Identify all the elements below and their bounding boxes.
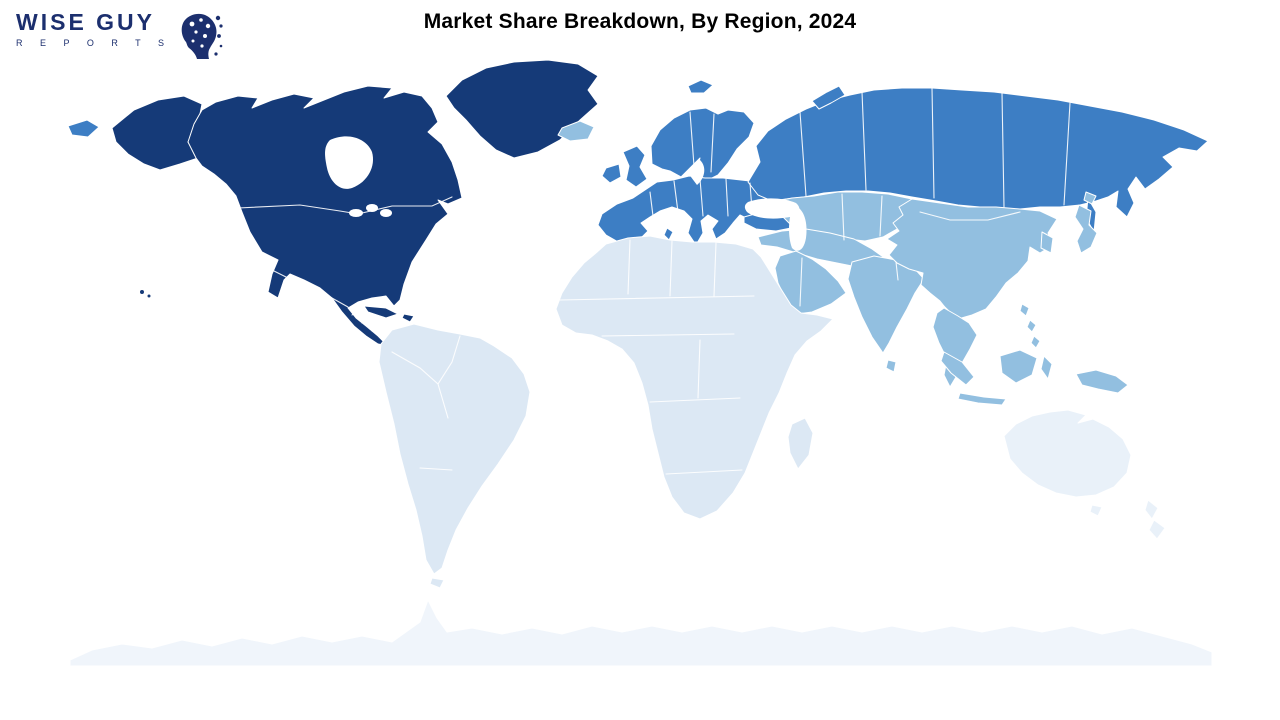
region-group-antarctica: [69, 599, 1213, 667]
border-arabia: [799, 257, 803, 307]
black-sea: [744, 198, 800, 219]
island-new-guinea: [1075, 369, 1129, 394]
logo-subtitle: R E P O R T S: [16, 38, 172, 49]
island-new-zealand-south: [1148, 519, 1166, 540]
region-group-europe: [597, 79, 802, 256]
logo-text: WISE GUY R E P O R T S: [16, 9, 172, 49]
landmass-greenland: [445, 59, 599, 159]
dotted-head-icon: [174, 10, 224, 62]
island-cuba: [363, 305, 399, 319]
border-us-canada: [237, 196, 453, 215]
island-novaya-zemlya: [811, 85, 846, 110]
landmass-north-america-mainland: [187, 85, 463, 347]
border-mongolia: [919, 211, 1021, 221]
island-hawaii: [139, 289, 145, 295]
landmass-scandinavia: [650, 107, 755, 182]
baltic-sea: [691, 160, 705, 185]
island-hispaniola: [401, 313, 415, 323]
logo-wordmark: WISE GUY: [16, 9, 156, 35]
border-us-mexico: [271, 269, 349, 308]
landmass-arabian-peninsula: [774, 250, 847, 315]
island-great-britain: [622, 145, 648, 188]
landmass-chukotka-west-fragment: [67, 119, 100, 138]
island-philippines-1: [1019, 303, 1030, 317]
island-tierra-del-fuego: [429, 577, 445, 589]
border-central-asia: [841, 193, 883, 241]
island-sardinia: [663, 227, 674, 241]
island-borneo: [999, 349, 1038, 384]
caspian-sea: [789, 206, 807, 251]
island-hokkaido: [1083, 191, 1097, 205]
region-group-oceania: [1003, 409, 1166, 540]
landmass-alaska: [111, 95, 203, 171]
island-madagascar: [787, 417, 814, 470]
island-new-zealand-north: [1144, 499, 1159, 520]
landmass-india: [847, 255, 925, 354]
great-lake-1: [349, 209, 363, 217]
island-tasmania: [1089, 504, 1103, 517]
border-south-america: [391, 335, 461, 471]
border-europe: [649, 178, 753, 225]
island-iceland: [557, 120, 595, 142]
border-asia-south: [895, 261, 949, 311]
landmass-south-america: [378, 323, 531, 575]
great-lake-3: [380, 209, 392, 217]
island-sri-lanka: [885, 359, 897, 373]
chart-title: Market Share Breakdown, By Region, 2024: [423, 10, 857, 33]
island-sumatra: [940, 351, 975, 386]
island-svalbard: [687, 79, 714, 94]
region-group-asia: [557, 120, 1129, 406]
logo: WISE GUY R E P O R T S: [16, 9, 224, 62]
island-ireland: [601, 163, 622, 184]
region-group-africa: [555, 235, 834, 520]
landmass-africa: [555, 235, 834, 520]
border-russia: [799, 87, 1071, 208]
island-java: [957, 392, 1007, 406]
border-central-america: [351, 307, 380, 332]
island-sulawesi: [1040, 355, 1053, 380]
island-philippines-2: [1026, 319, 1037, 333]
border-africa: [559, 239, 755, 475]
landmass-indochina: [932, 307, 978, 388]
landmass-china-mongolia: [886, 198, 1058, 320]
hudson-bay: [325, 136, 374, 189]
island-hawaii-2: [146, 293, 152, 299]
landmass-australia: [1003, 409, 1132, 498]
island-japan: [1074, 204, 1098, 254]
country-borders: [237, 87, 1071, 475]
landmass-korea: [1040, 231, 1054, 254]
border-scandinavia: [689, 111, 715, 173]
island-philippines-3: [1030, 335, 1041, 349]
landmass-antarctica: [69, 599, 1213, 667]
region-group-south-america: [378, 323, 531, 589]
